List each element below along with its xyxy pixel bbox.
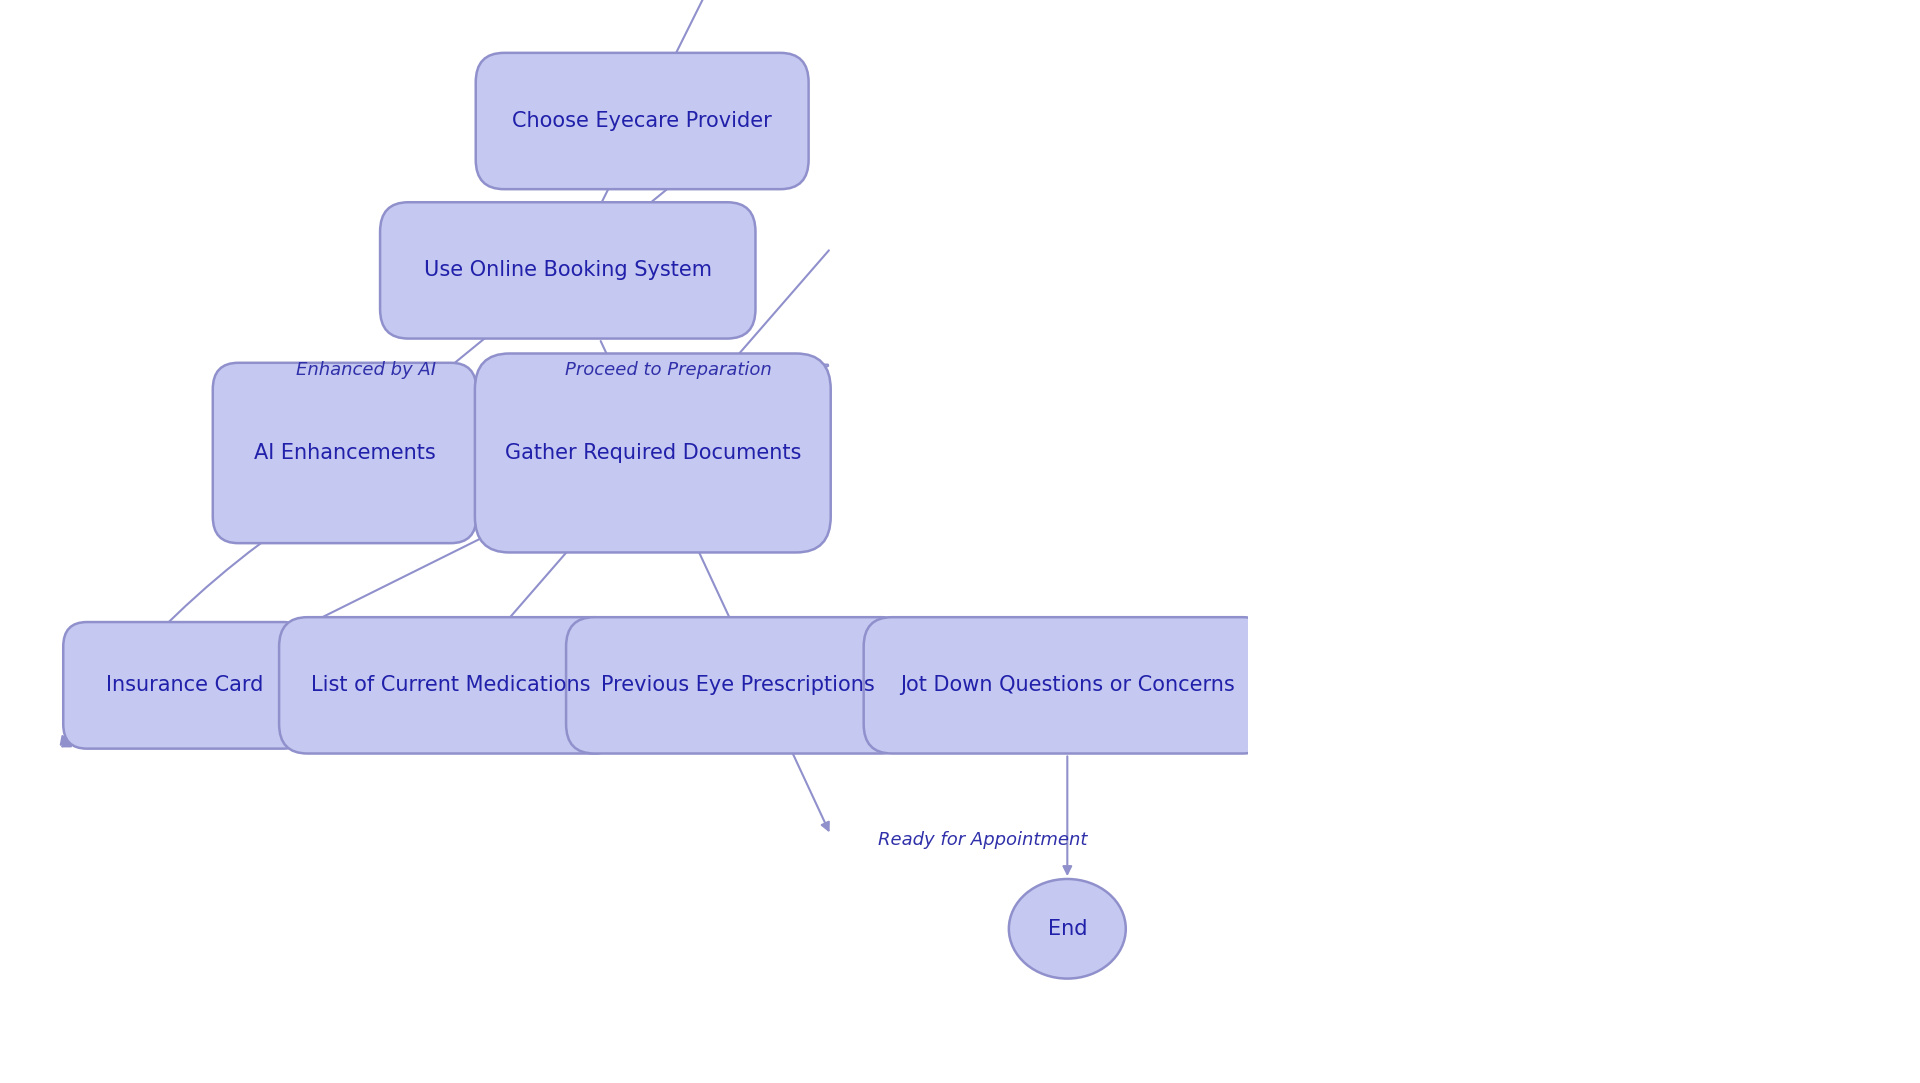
FancyBboxPatch shape bbox=[278, 617, 622, 754]
FancyBboxPatch shape bbox=[566, 617, 910, 754]
Text: End: End bbox=[1048, 918, 1087, 939]
FancyBboxPatch shape bbox=[63, 622, 307, 748]
Text: Previous Eye Prescriptions: Previous Eye Prescriptions bbox=[601, 676, 876, 695]
Text: List of Current Medications: List of Current Medications bbox=[311, 676, 591, 695]
Text: Gather Required Documents: Gather Required Documents bbox=[505, 443, 801, 462]
FancyBboxPatch shape bbox=[213, 363, 476, 544]
FancyBboxPatch shape bbox=[380, 203, 755, 339]
Ellipse shape bbox=[1008, 879, 1125, 979]
Text: Enhanced by AI: Enhanced by AI bbox=[296, 361, 436, 379]
Text: Jot Down Questions or Concerns: Jot Down Questions or Concerns bbox=[900, 676, 1235, 695]
Text: Proceed to Preparation: Proceed to Preparation bbox=[564, 361, 772, 379]
Text: Insurance Card: Insurance Card bbox=[106, 676, 263, 695]
Text: AI Enhancements: AI Enhancements bbox=[253, 443, 436, 462]
FancyBboxPatch shape bbox=[864, 617, 1271, 754]
Text: Choose Eyecare Provider: Choose Eyecare Provider bbox=[513, 112, 772, 131]
FancyBboxPatch shape bbox=[476, 53, 808, 190]
FancyBboxPatch shape bbox=[474, 353, 831, 552]
Text: Use Online Booking System: Use Online Booking System bbox=[424, 260, 712, 280]
Text: Ready for Appointment: Ready for Appointment bbox=[877, 832, 1087, 849]
